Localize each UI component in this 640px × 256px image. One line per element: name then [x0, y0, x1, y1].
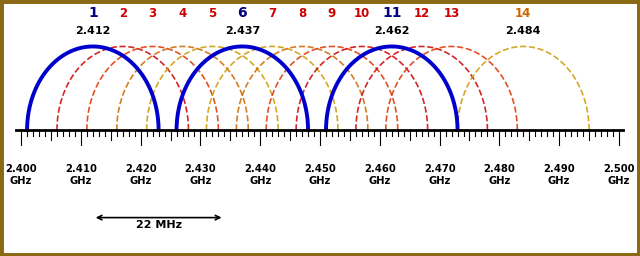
- Text: 2.500
GHz: 2.500 GHz: [604, 164, 635, 186]
- Text: 2.430
GHz: 2.430 GHz: [185, 164, 216, 186]
- Text: 2.484: 2.484: [506, 26, 541, 36]
- Text: 13: 13: [444, 7, 460, 20]
- Text: 2.412: 2.412: [75, 26, 111, 36]
- Text: 14: 14: [515, 7, 531, 20]
- Text: 22 MHz: 22 MHz: [136, 220, 182, 230]
- Text: 2.462: 2.462: [374, 26, 410, 36]
- Text: 8: 8: [298, 7, 306, 20]
- Text: 10: 10: [354, 7, 370, 20]
- Text: 5: 5: [208, 7, 216, 20]
- Text: 2.470
GHz: 2.470 GHz: [424, 164, 456, 186]
- Text: 11: 11: [382, 6, 401, 20]
- Text: 2.420
GHz: 2.420 GHz: [125, 164, 157, 186]
- Text: 3: 3: [148, 7, 157, 20]
- Text: 2.450
GHz: 2.450 GHz: [304, 164, 336, 186]
- Text: 2.490
GHz: 2.490 GHz: [543, 164, 575, 186]
- Text: 1: 1: [88, 6, 98, 20]
- Text: 2.400
GHz: 2.400 GHz: [5, 164, 37, 186]
- Text: 2.410
GHz: 2.410 GHz: [65, 164, 97, 186]
- Text: 2.440
GHz: 2.440 GHz: [244, 164, 276, 186]
- Text: 2.460
GHz: 2.460 GHz: [364, 164, 396, 186]
- Text: 6: 6: [237, 6, 247, 20]
- Text: 2.480
GHz: 2.480 GHz: [483, 164, 515, 186]
- Text: 9: 9: [328, 7, 336, 20]
- Text: 7: 7: [268, 7, 276, 20]
- Text: 2: 2: [118, 7, 127, 20]
- Text: 2.437: 2.437: [225, 26, 260, 36]
- Text: 4: 4: [179, 7, 187, 20]
- Text: 12: 12: [413, 7, 430, 20]
